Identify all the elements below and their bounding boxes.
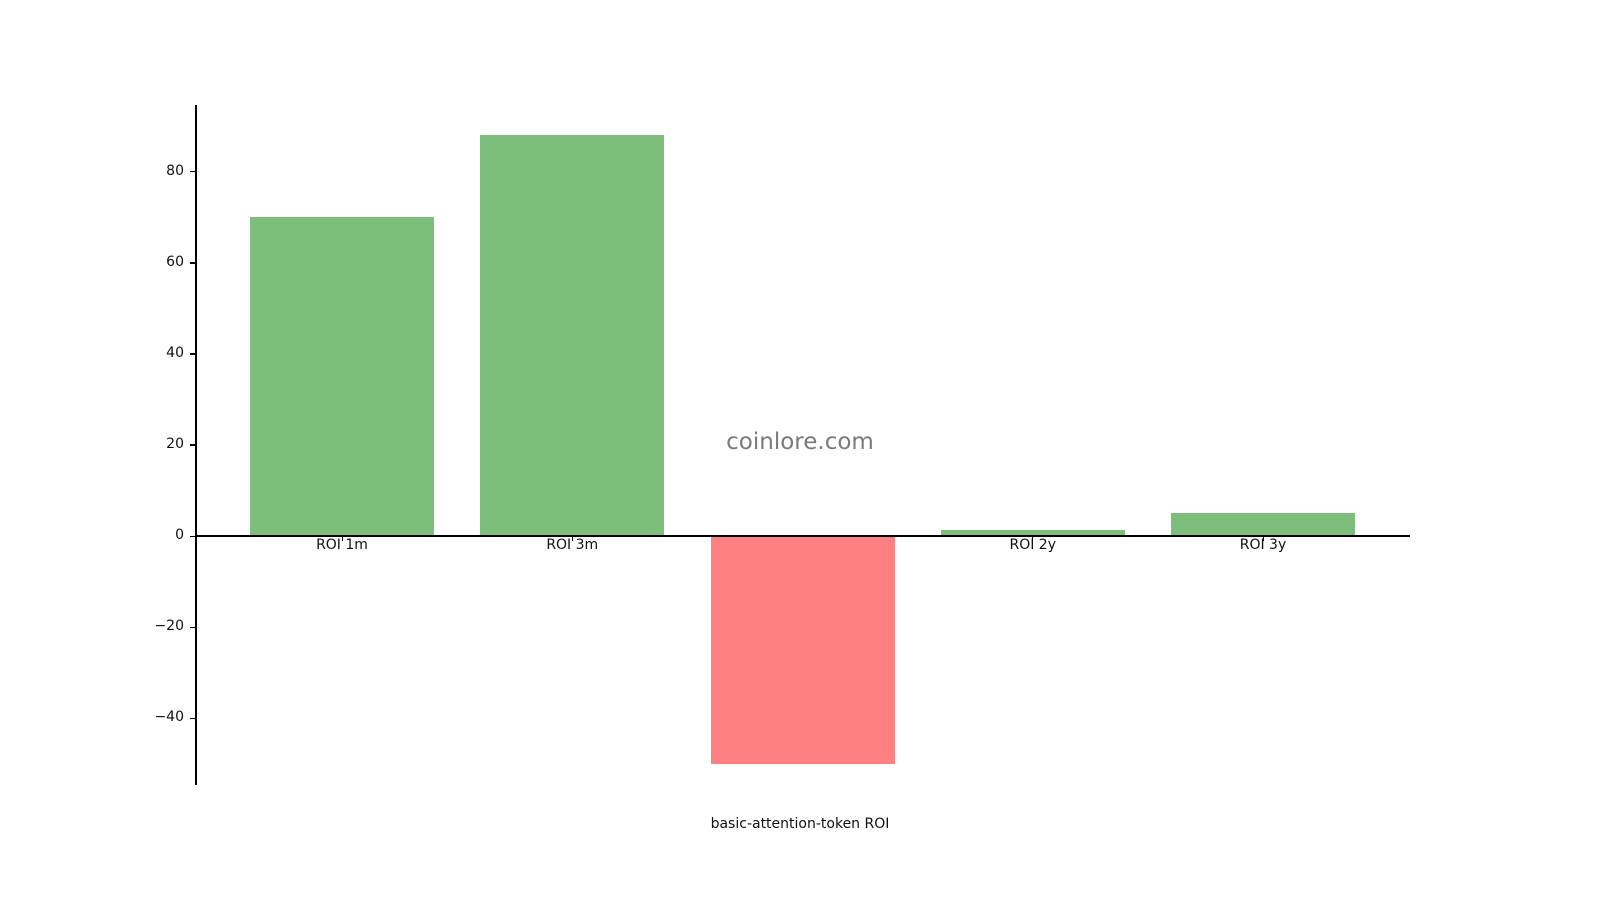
y-tick bbox=[190, 262, 196, 264]
x-tick bbox=[341, 536, 343, 541]
x-axis-line bbox=[195, 535, 1410, 537]
x-tick bbox=[571, 536, 573, 541]
x-tick-label: ROI 2y bbox=[1009, 537, 1057, 553]
y-axis-line bbox=[195, 105, 197, 785]
y-tick-label: −20 bbox=[154, 618, 184, 635]
y-tick-label: 40 bbox=[166, 344, 184, 361]
bar bbox=[1171, 513, 1355, 536]
x-tick bbox=[1262, 536, 1264, 541]
x-tick-label: ROI 3m bbox=[546, 537, 599, 553]
y-tick bbox=[190, 626, 196, 628]
bar bbox=[250, 217, 434, 536]
x-tick-label: ROI 3y bbox=[1239, 537, 1287, 553]
y-tick bbox=[190, 171, 196, 173]
y-tick bbox=[190, 353, 196, 355]
watermark-text: coinlore.com bbox=[726, 429, 874, 455]
x-tick-label: ROI 1m bbox=[316, 537, 368, 553]
x-tick bbox=[1032, 536, 1034, 541]
y-tick-label: 20 bbox=[166, 435, 184, 452]
y-tick bbox=[190, 444, 196, 446]
bar bbox=[940, 529, 1125, 536]
y-tick-label: 0 bbox=[175, 527, 184, 543]
chart-title: basic-attention-token ROI bbox=[710, 816, 890, 832]
y-tick-label: 60 bbox=[166, 253, 184, 270]
bar bbox=[480, 135, 665, 536]
bar bbox=[710, 536, 895, 764]
y-tick bbox=[190, 717, 196, 719]
y-tick-label: −40 bbox=[154, 709, 184, 726]
y-tick-label: 80 bbox=[166, 162, 184, 179]
y-tick bbox=[190, 535, 196, 537]
